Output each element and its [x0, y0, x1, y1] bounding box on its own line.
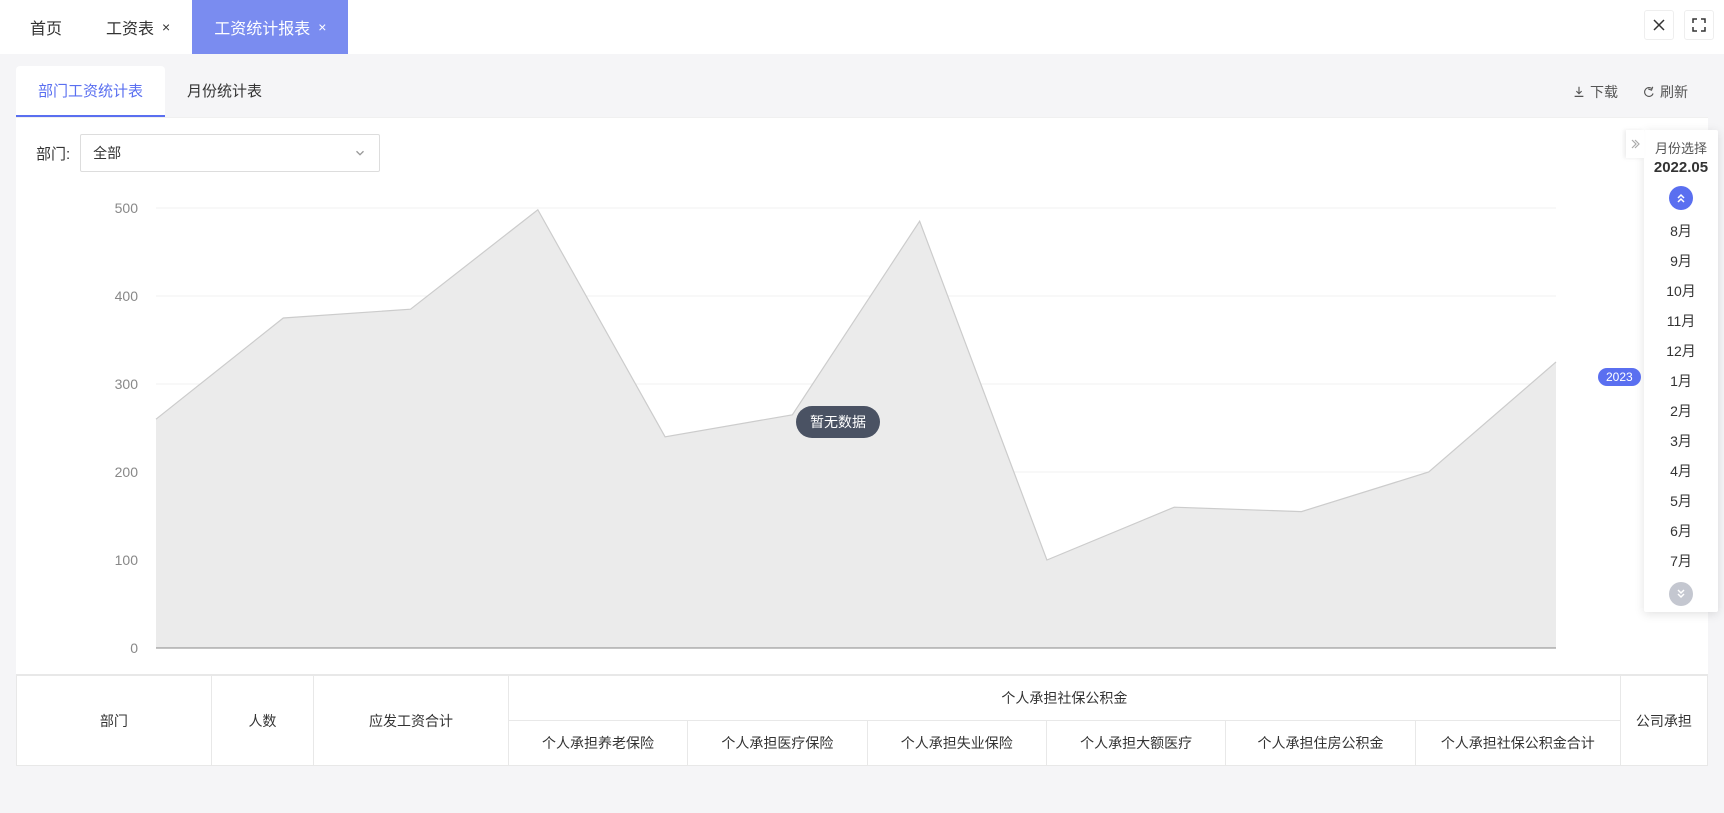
chart-container: 0 100 200 300 400 500 暂无数据: [16, 188, 1708, 668]
table-header-sub-5: 个人承担社保公积金合计: [1415, 721, 1620, 766]
month-item-7[interactable]: 3月: [1644, 426, 1718, 456]
svg-text:400: 400: [115, 288, 139, 304]
fullscreen-icon: [1691, 17, 1707, 33]
top-tab-0[interactable]: 首页: [8, 0, 84, 54]
month-selector-panel: 月份选择 2022.05 8月9月10月11月12月20231月2月3月4月5月…: [1644, 130, 1718, 612]
svg-text:300: 300: [115, 376, 139, 392]
table-header-fixed-2: 应发工资合计: [314, 676, 509, 766]
close-all-tabs-button[interactable]: [1644, 10, 1674, 40]
month-panel-title: 月份选择: [1648, 138, 1714, 157]
department-select[interactable]: 全部: [80, 134, 380, 172]
refresh-button[interactable]: 刷新: [1642, 82, 1688, 102]
sub-tab-0[interactable]: 部门工资统计表: [16, 66, 165, 117]
svg-text:100: 100: [115, 552, 139, 568]
svg-text:500: 500: [115, 200, 139, 216]
summary-table: 部门人数应发工资合计个人承担社保公积金公司承担个人承担养老保险个人承担医疗保险个…: [16, 674, 1708, 766]
top-tab-1[interactable]: 工资表 ×: [84, 0, 192, 54]
table-header-sub-4: 个人承担住房公积金: [1226, 721, 1416, 766]
chart-tooltip: 暂无数据: [796, 406, 880, 438]
top-tab-label: 首页: [30, 15, 62, 39]
month-item-9[interactable]: 5月: [1644, 486, 1718, 516]
close-icon: [1651, 17, 1667, 33]
sub-tab-1[interactable]: 月份统计表: [165, 66, 284, 117]
fullscreen-button[interactable]: [1684, 10, 1714, 40]
chevron-down-double-icon: [1675, 588, 1687, 600]
month-item-0[interactable]: 8月: [1644, 216, 1718, 246]
chevron-right-icon: [1630, 138, 1640, 150]
refresh-label: 刷新: [1660, 82, 1688, 102]
tab-close-icon[interactable]: ×: [162, 19, 170, 35]
month-item-10[interactable]: 6月: [1644, 516, 1718, 546]
svg-text:200: 200: [115, 464, 139, 480]
table-header-sub-0: 个人承担养老保险: [508, 721, 687, 766]
download-button[interactable]: 下载: [1572, 82, 1618, 102]
chart-tooltip-text: 暂无数据: [810, 414, 866, 430]
month-item-8[interactable]: 4月: [1644, 456, 1718, 486]
filter-row: 部门: 全部: [16, 118, 1708, 188]
table-header-fixed-0: 部门: [17, 676, 212, 766]
table-header-sub-1: 个人承担医疗保险: [688, 721, 867, 766]
top-tab-2[interactable]: 工资统计报表 ×: [192, 0, 348, 54]
year-badge: 2023: [1598, 368, 1641, 386]
svg-text:0: 0: [130, 640, 138, 656]
table-header-trailing: 公司承担: [1620, 676, 1707, 766]
month-item-4[interactable]: 12月: [1644, 336, 1718, 366]
top-tab-bar: 首页 工资表 × 工资统计报表 ×: [0, 0, 1724, 54]
sub-tab-bar: 部门工资统计表月份统计表 下载 刷新: [16, 66, 1708, 118]
month-scroll-down-button[interactable]: [1669, 582, 1693, 606]
top-tab-label: 工资统计报表: [214, 15, 310, 39]
month-panel-selected: 2022.05: [1648, 159, 1714, 176]
month-panel-collapse-button[interactable]: [1626, 130, 1644, 158]
month-item-11[interactable]: 7月: [1644, 546, 1718, 576]
chevron-up-double-icon: [1675, 192, 1687, 204]
download-icon: [1572, 85, 1586, 99]
department-filter-label: 部门:: [36, 143, 70, 164]
month-item-1[interactable]: 9月: [1644, 246, 1718, 276]
department-select-value: 全部: [93, 143, 121, 163]
month-list: 8月9月10月11月12月20231月2月3月4月5月6月7月: [1644, 216, 1718, 576]
chevron-down-icon: [353, 146, 367, 160]
month-item-5[interactable]: 1月: [1644, 366, 1718, 396]
table-header-fixed-1: 人数: [211, 676, 313, 766]
month-scroll-up-button[interactable]: [1669, 186, 1693, 210]
month-item-3[interactable]: 11月: [1644, 306, 1718, 336]
table-header-group: 个人承担社保公积金: [508, 676, 1620, 721]
month-item-2[interactable]: 10月: [1644, 276, 1718, 306]
refresh-icon: [1642, 85, 1656, 99]
table-header-sub-3: 个人承担大额医疗: [1046, 721, 1225, 766]
top-tab-label: 工资表: [106, 15, 154, 39]
table-header-sub-2: 个人承担失业保险: [867, 721, 1046, 766]
tab-close-icon[interactable]: ×: [318, 19, 326, 35]
month-item-6[interactable]: 2月: [1644, 396, 1718, 426]
month-panel-header: 月份选择 2022.05: [1644, 130, 1718, 180]
download-label: 下载: [1590, 82, 1618, 102]
